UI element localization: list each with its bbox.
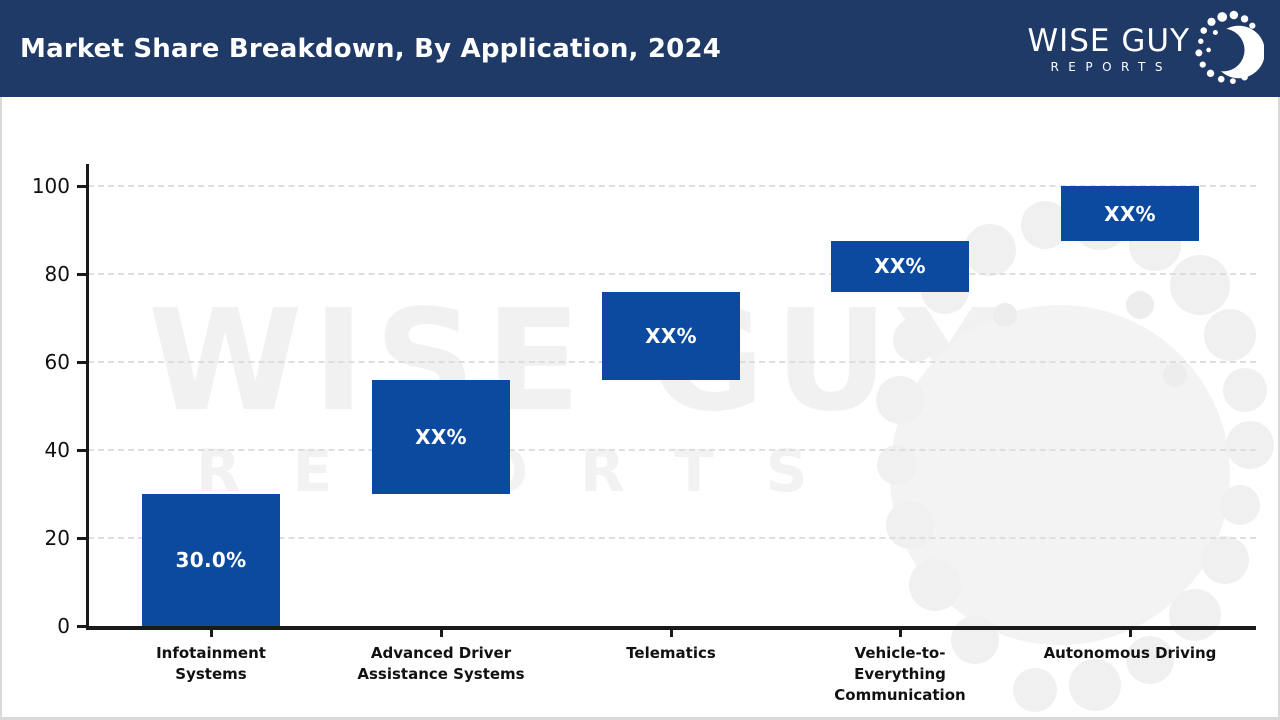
x-category-label-line: Everything (854, 665, 946, 683)
page-title: Market Share Breakdown, By Application, … (20, 33, 722, 64)
y-axis-tick-label: 40 (44, 438, 70, 462)
grid-line (88, 537, 1256, 539)
x-category-label: Autonomous Driving (1010, 643, 1250, 664)
bar-segment: XX% (602, 291, 740, 380)
x-category-label-line: Autonomous Driving (1043, 644, 1217, 662)
grid-line (88, 185, 1256, 187)
y-axis-tick-label: 80 (44, 262, 70, 286)
y-axis-tick-label: 60 (44, 350, 70, 374)
bar-value-label: XX% (1104, 201, 1156, 226)
x-category-label-line: Vehicle-to- (854, 644, 946, 662)
y-axis-tick-label: 0 (57, 614, 70, 638)
logo-reports-label: REPORTS (1050, 60, 1172, 74)
x-axis-line (86, 626, 1256, 630)
y-axis-tick (77, 448, 86, 452)
x-category-label-line: Infotainment (156, 644, 266, 662)
y-axis-tick (77, 360, 86, 364)
header: Market Share Breakdown, By Application, … (0, 0, 1280, 97)
grid-line (88, 449, 1256, 451)
x-axis-tick (1128, 629, 1132, 637)
bar-value-label: 30.0% (175, 548, 247, 572)
x-axis-tick (209, 629, 213, 637)
y-axis-tick (77, 624, 86, 628)
y-axis-tick-label: 100 (31, 174, 70, 198)
bar-value-label: XX% (415, 424, 467, 449)
x-category-label-line: Systems (175, 665, 247, 683)
grid-line (88, 273, 1256, 275)
bar-value-label: XX% (874, 254, 926, 279)
logo: WISE GUY REPORTS (1027, 10, 1264, 90)
x-category-label: Advanced Driver Assistance Systems (321, 643, 561, 685)
bar-segment: XX% (831, 241, 969, 292)
y-axis-tick-label: 20 (44, 526, 70, 550)
x-category-label-line: Telematics (626, 644, 716, 662)
x-category-label-line: Assistance Systems (357, 665, 525, 683)
logo-text: WISE GUY REPORTS (1027, 23, 1190, 74)
x-axis-tick (898, 629, 902, 637)
y-axis-tick (77, 272, 86, 276)
bar-segment: 30.0% (142, 494, 280, 626)
logo-face-icon (1195, 10, 1264, 84)
x-axis-tick (669, 629, 673, 637)
x-category-label: Vehicle-to- Everything Communication (780, 643, 1020, 706)
x-category-label: Telematics (551, 643, 791, 664)
y-axis-tick (77, 536, 86, 540)
logo-wordmark: WISE GUY (1027, 23, 1190, 59)
bar-segment: XX% (372, 379, 510, 494)
x-category-label-line: Advanced Driver (370, 644, 512, 662)
y-axis-tick (77, 184, 86, 188)
bar-value-label: XX% (645, 323, 697, 348)
y-axis-line (86, 164, 89, 629)
x-category-label: Infotainment Systems (91, 643, 331, 685)
bar-segment: XX% (1061, 186, 1199, 241)
x-category-label-line: Communication (834, 686, 966, 704)
x-axis-tick (439, 629, 443, 637)
